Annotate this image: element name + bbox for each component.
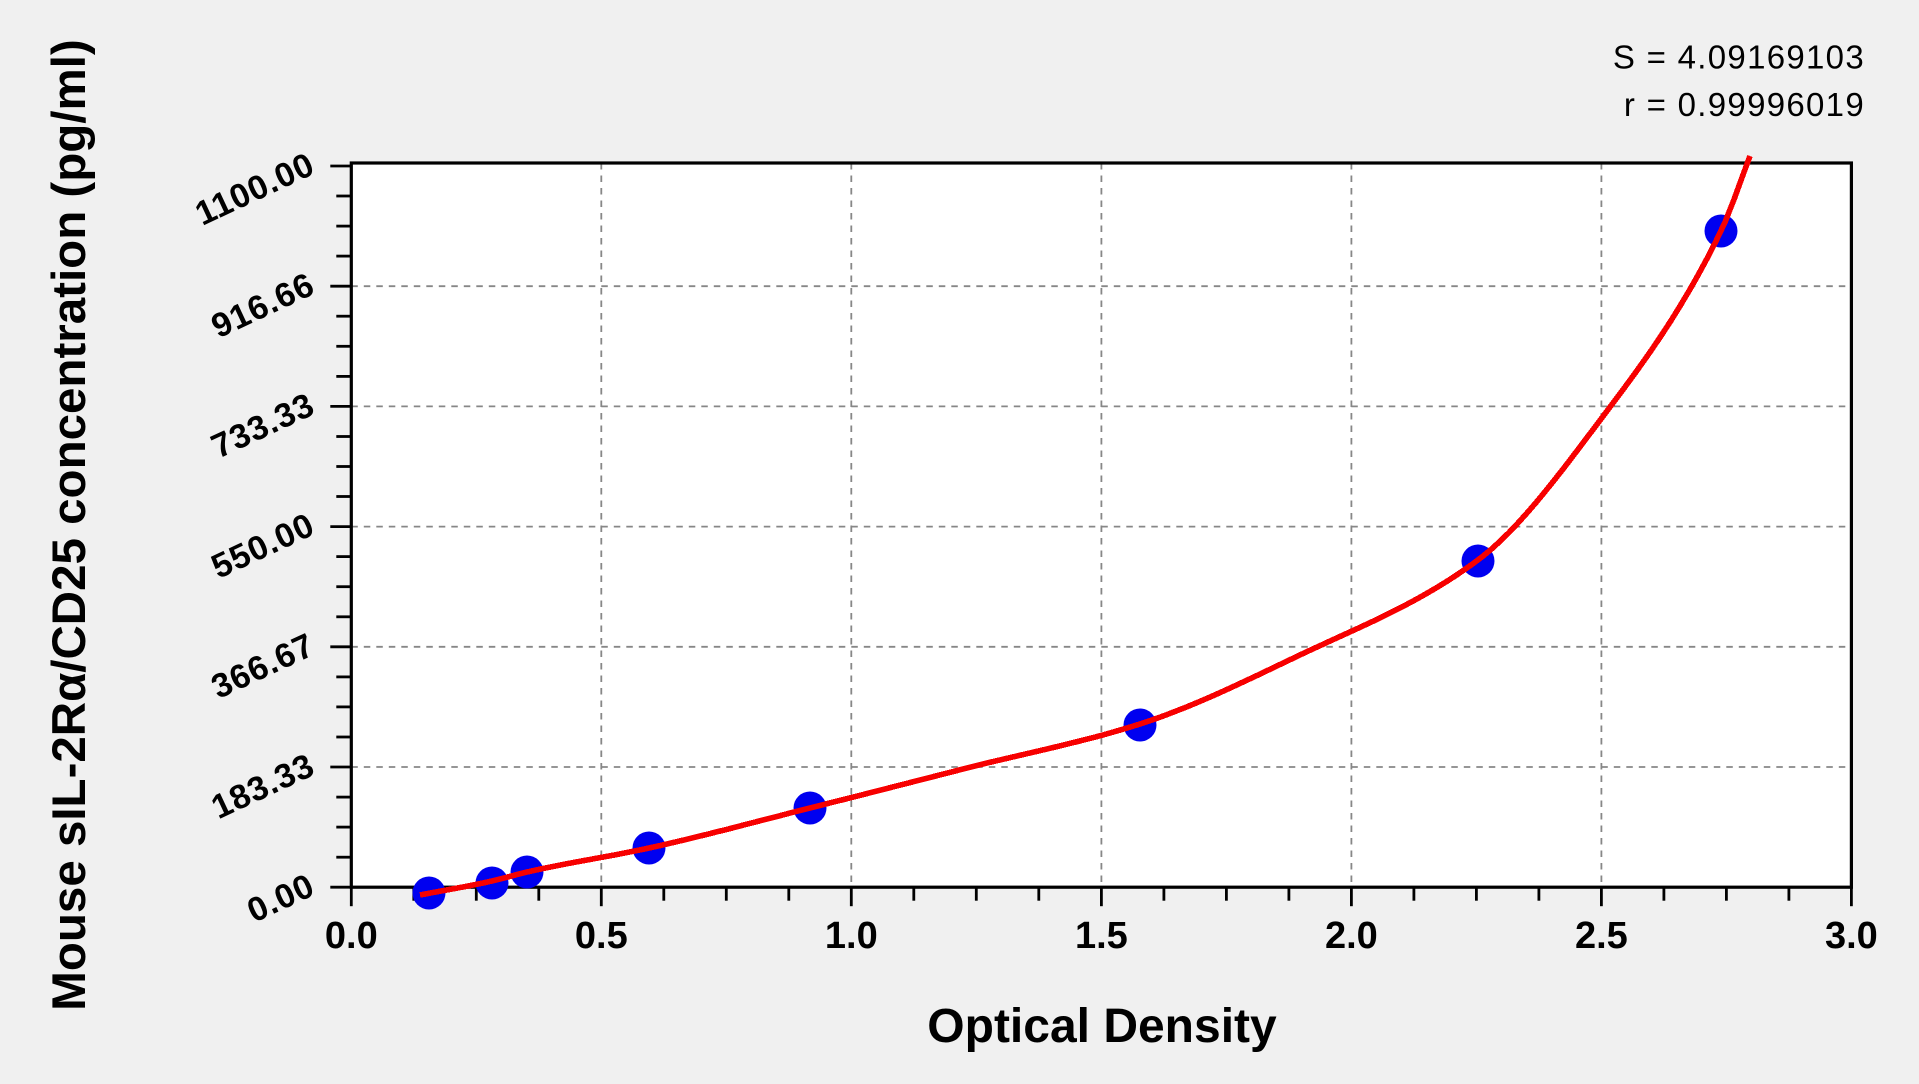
svg-text:0.5: 0.5 <box>575 915 628 957</box>
svg-text:0.0: 0.0 <box>325 915 378 957</box>
svg-text:2.5: 2.5 <box>1575 915 1628 957</box>
svg-text:3.0: 3.0 <box>1825 915 1878 957</box>
svg-text:1.5: 1.5 <box>1075 915 1128 957</box>
svg-text:Optical Density: Optical Density <box>927 1000 1277 1053</box>
svg-text:1.0: 1.0 <box>825 915 878 957</box>
svg-text:r = 0.99996019: r = 0.99996019 <box>1624 86 1865 123</box>
svg-text:S = 4.09169103: S = 4.09169103 <box>1613 39 1865 76</box>
svg-text:2.0: 2.0 <box>1325 915 1378 957</box>
svg-text:Mouse sIL-2Rα/CD25 concentrati: Mouse sIL-2Rα/CD25 concentration (pg/ml) <box>43 39 96 1010</box>
